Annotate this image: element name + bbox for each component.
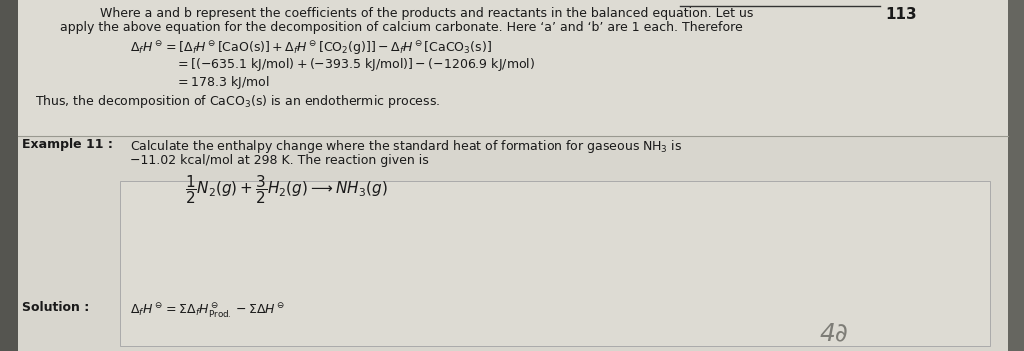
Text: $= 178.3\ \mathrm{kJ/mol}$: $= 178.3\ \mathrm{kJ/mol}$ (175, 74, 269, 91)
Text: 4∂: 4∂ (820, 321, 849, 345)
Text: 113: 113 (885, 7, 916, 22)
Text: Solution :: Solution : (22, 301, 89, 314)
Text: Example 11 :: Example 11 : (22, 138, 113, 151)
Text: Thus, the decomposition of CaCO$_3$(s) is an endothermic process.: Thus, the decomposition of CaCO$_3$(s) i… (35, 93, 440, 110)
Text: $= [(-635.1\ \mathrm{kJ/mol}) + (-393.5\ \mathrm{kJ/mol})] - (-1206.9\ \mathrm{k: $= [(-635.1\ \mathrm{kJ/mol}) + (-393.5\… (175, 56, 536, 73)
Bar (0, 0, 18, 351)
Bar (1008, 0, 1024, 351)
Bar (120, 181, 990, 346)
Text: apply the above equation for the decomposition of calcium carbonate. Here ‘a’ an: apply the above equation for the decompo… (60, 21, 742, 34)
Text: Where a and b represent the coefficients of the products and reactants in the ba: Where a and b represent the coefficients… (100, 7, 754, 20)
Text: $\dfrac{1}{2}N_2(g) + \dfrac{3}{2}H_2(g) \longrightarrow NH_3(g)$: $\dfrac{1}{2}N_2(g) + \dfrac{3}{2}H_2(g)… (185, 173, 388, 206)
Text: $\Delta_f H^\ominus = \Sigma\Delta_f H^\ominus_{\mathrm{Prod.}} - \Sigma\Delta H: $\Delta_f H^\ominus = \Sigma\Delta_f H^\… (130, 301, 285, 320)
Bar (18, 136, 1008, 351)
Text: −11.02 kcal/mol at 298 K. The reaction given is: −11.02 kcal/mol at 298 K. The reaction g… (130, 154, 429, 167)
Text: $\Delta_f H^\ominus = [\Delta_f H^\ominus[\mathrm{CaO(s)}] + \Delta_f H^\ominus[: $\Delta_f H^\ominus = [\Delta_f H^\ominu… (130, 39, 492, 57)
Text: Calculate the enthalpy change where the standard heat of formation for gaseous N: Calculate the enthalpy change where the … (130, 138, 682, 155)
